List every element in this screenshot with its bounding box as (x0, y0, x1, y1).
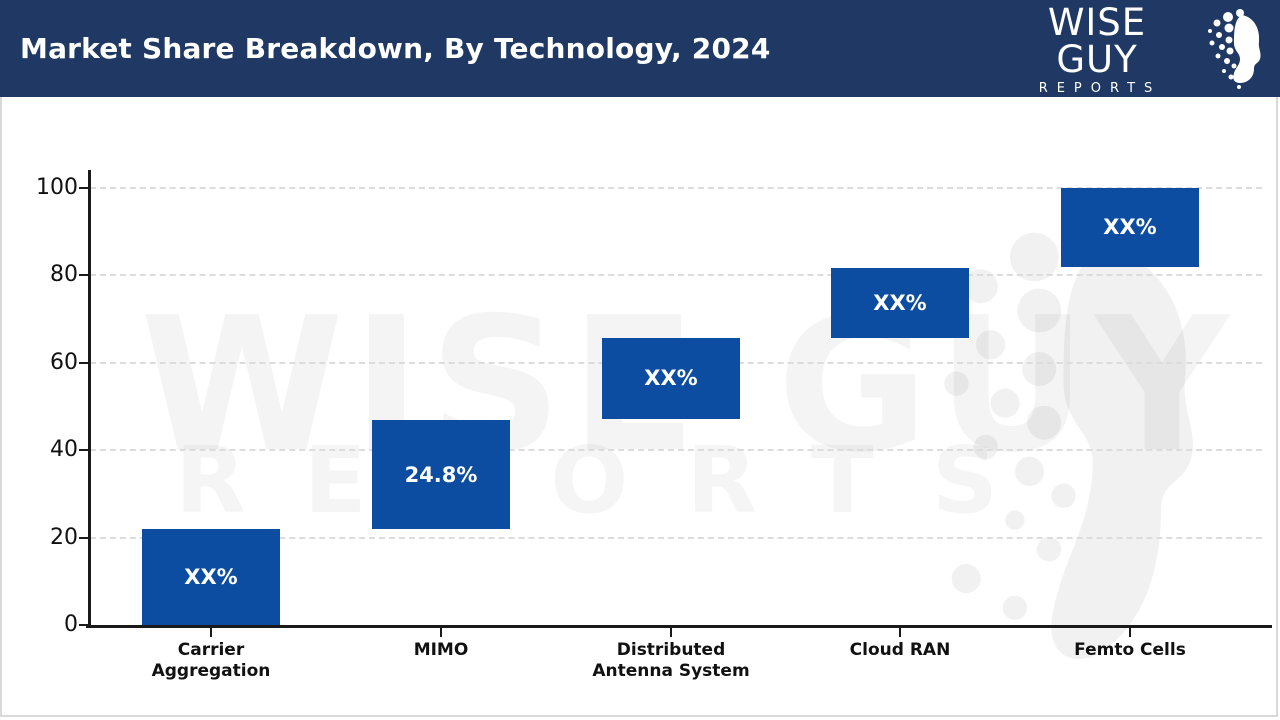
dotted-face-icon (1208, 9, 1261, 89)
y-tick-mark (79, 361, 88, 364)
y-tick-label: 60 (50, 349, 78, 375)
y-tick-label: 100 (36, 174, 78, 200)
y-tick-label: 20 (50, 524, 78, 550)
bar-value-label: XX% (873, 290, 927, 315)
y-tick-label: 0 (64, 612, 78, 637)
watermark-line2: REPORTS (175, 427, 1075, 534)
bar-value-label: XX% (1103, 215, 1157, 240)
brand-name: WISE GUY (1047, 0, 1147, 81)
x-tick-mark (210, 628, 212, 637)
gridline (90, 449, 1262, 451)
x-category-label: Femto Cells (1074, 640, 1186, 660)
bar-segment: XX% (1061, 187, 1199, 268)
x-category-label: Carrier Aggregation (151, 640, 271, 681)
frame-bottom (0, 715, 1278, 717)
chart-title: Market Share Breakdown, By Technology, 2… (20, 32, 771, 65)
y-tick-label: 40 (50, 437, 78, 462)
bar-segment: XX% (602, 337, 740, 420)
gridline (90, 274, 1262, 276)
y-tick-mark (79, 186, 88, 189)
y-tick-mark (79, 274, 88, 276)
x-axis-line (86, 625, 1272, 628)
brand-subname: REPORTS (1038, 80, 1162, 96)
y-tick-label: 80 (50, 262, 78, 287)
header-bar: Market Share Breakdown, By Technology, 2… (0, 0, 1280, 97)
bar-value-label: XX% (184, 564, 238, 589)
bar-value-label: 24.8% (404, 462, 478, 487)
x-tick-mark (670, 628, 672, 637)
bar-segment: XX% (831, 268, 969, 338)
brand-logo: WISE GUY REPORTS (1012, 4, 1262, 95)
x-tick-mark (1129, 628, 1131, 637)
frame-right (1276, 97, 1278, 717)
y-axis-line (88, 170, 91, 627)
y-tick-mark (79, 449, 88, 451)
x-category-label: Cloud RAN (849, 640, 951, 660)
gridline (90, 186, 1262, 189)
x-tick-mark (440, 628, 442, 637)
bar-segment: XX% (142, 528, 280, 625)
y-tick-mark (79, 536, 88, 539)
bar-value-label: XX% (644, 366, 698, 391)
x-category-label: Distributed Antenna System (592, 640, 750, 681)
brand-logo-text: WISE GUY REPORTS (1012, 4, 1182, 95)
frame-left (0, 97, 2, 717)
x-category-label: MIMO (413, 640, 469, 660)
bar-segment: 24.8% (372, 420, 510, 529)
x-tick-mark (899, 628, 901, 637)
gridline (90, 536, 1262, 539)
y-tick-mark (79, 624, 88, 626)
